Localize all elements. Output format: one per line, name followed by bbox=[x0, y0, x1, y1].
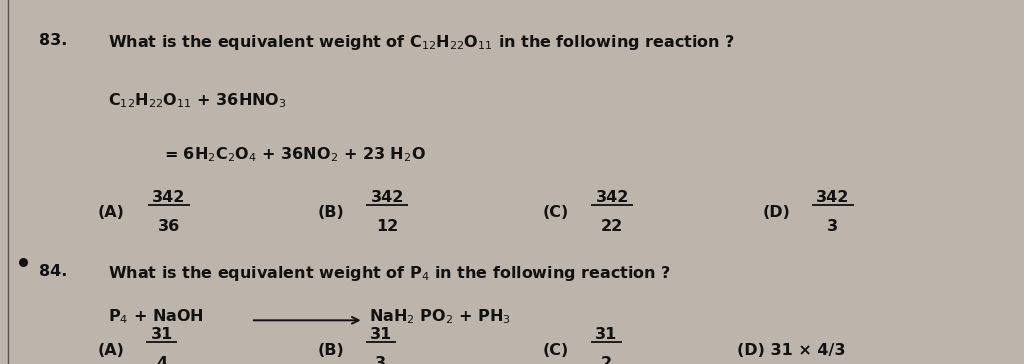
Text: (A): (A) bbox=[97, 343, 124, 358]
Text: 83.: 83. bbox=[39, 33, 68, 48]
Text: What is the equivalent weight of P$_4$ in the following reaction ?: What is the equivalent weight of P$_4$ i… bbox=[108, 264, 671, 283]
Text: What is the equivalent weight of C$_{12}$H$_{22}$O$_{11}$ in the following react: What is the equivalent weight of C$_{12}… bbox=[108, 33, 734, 52]
Text: 84.: 84. bbox=[39, 264, 68, 279]
Text: (B): (B) bbox=[317, 343, 344, 358]
Text: 342: 342 bbox=[816, 190, 849, 205]
Text: 2: 2 bbox=[601, 356, 611, 364]
Text: (D): (D) bbox=[763, 205, 791, 221]
Text: 31: 31 bbox=[595, 327, 617, 342]
Text: P$_4$ + NaOH: P$_4$ + NaOH bbox=[108, 308, 204, 326]
Text: NaH$_2$ PO$_2$ + PH$_3$: NaH$_2$ PO$_2$ + PH$_3$ bbox=[369, 308, 511, 326]
Text: 22: 22 bbox=[601, 219, 624, 234]
Text: 4: 4 bbox=[157, 356, 167, 364]
Text: (B): (B) bbox=[317, 205, 344, 221]
Text: 3: 3 bbox=[827, 219, 838, 234]
Text: 36: 36 bbox=[158, 219, 180, 234]
Text: 12: 12 bbox=[376, 219, 398, 234]
Text: (C): (C) bbox=[543, 205, 569, 221]
Text: (D) 31 × 4/3: (D) 31 × 4/3 bbox=[737, 343, 846, 358]
Text: 3: 3 bbox=[376, 356, 386, 364]
Text: 31: 31 bbox=[370, 327, 392, 342]
Text: (C): (C) bbox=[543, 343, 569, 358]
Text: 342: 342 bbox=[596, 190, 629, 205]
Text: C$_{12}$H$_{22}$O$_{11}$ + 36HNO$_3$: C$_{12}$H$_{22}$O$_{11}$ + 36HNO$_3$ bbox=[108, 91, 287, 110]
Text: (A): (A) bbox=[97, 205, 124, 221]
Text: 342: 342 bbox=[371, 190, 403, 205]
Text: = 6H$_2$C$_2$O$_4$ + 36NO$_2$ + 23 H$_2$O: = 6H$_2$C$_2$O$_4$ + 36NO$_2$ + 23 H$_2$… bbox=[164, 146, 426, 164]
Text: 31: 31 bbox=[151, 327, 173, 342]
Text: 342: 342 bbox=[153, 190, 185, 205]
